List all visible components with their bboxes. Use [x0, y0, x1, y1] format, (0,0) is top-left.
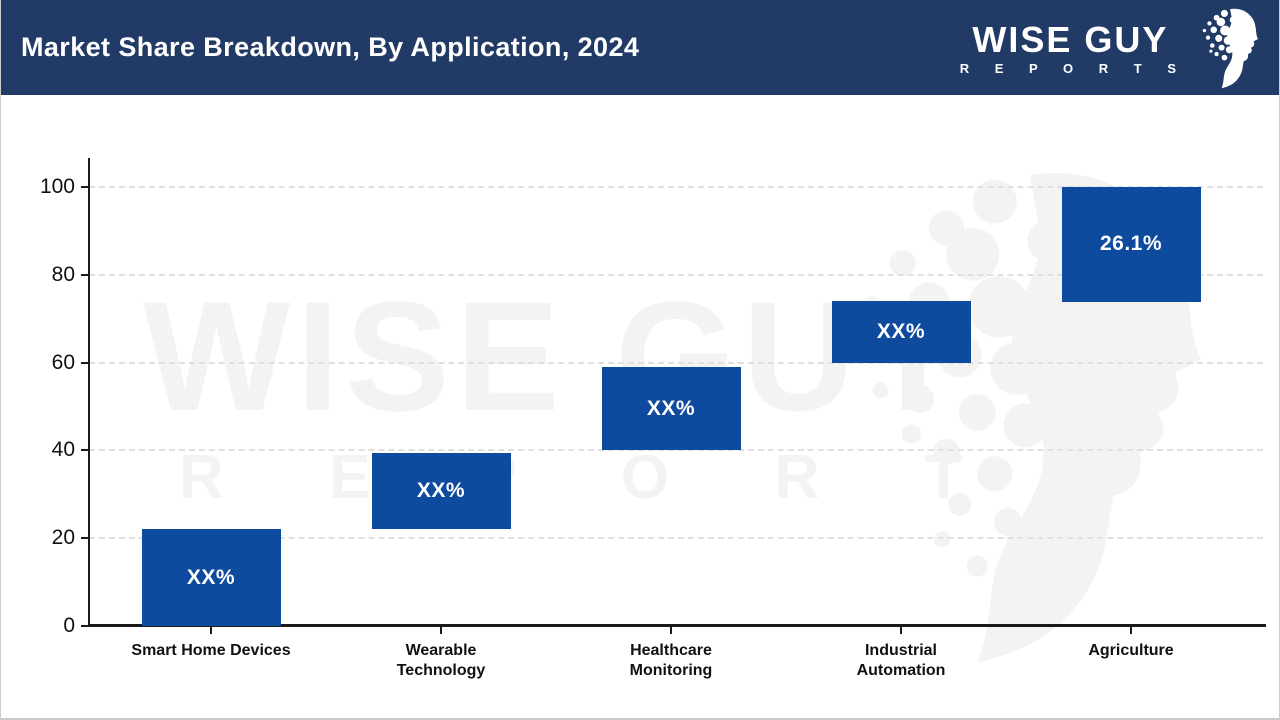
x-axis-label-industrial-automation: Industrial Automation [856, 642, 946, 679]
brand-name: WISE GUY [972, 18, 1169, 60]
x-axis-tick-smart-home-devices [210, 627, 212, 634]
x-axis-label-agriculture: Agriculture [1088, 642, 1174, 659]
bar-value-label-industrial-automation: XX% [876, 319, 926, 343]
y-axis-tick-40 [81, 449, 89, 452]
x-axis-line [88, 624, 1266, 627]
gridline-80 [89, 273, 1263, 276]
y-axis-label-80: 80 [51, 262, 75, 286]
y-axis-label-100: 100 [39, 175, 75, 198]
y-axis-label-40: 40 [51, 438, 75, 462]
y-axis-line [88, 158, 90, 626]
y-axis-label-0: 0 [63, 614, 75, 637]
header-bar: Market Share Breakdown, By Application, … [1, 0, 1279, 95]
x-axis-label-smart-home-devices: Smart Home Devices [131, 642, 291, 659]
page-title: Market Share Breakdown, By Application, … [21, 32, 640, 62]
y-axis-label-20: 20 [51, 526, 75, 550]
bar-value-label-healthcare-monitoring: XX% [646, 396, 696, 420]
brand-logo: WISE GUY R E P O R T S [954, 8, 1265, 89]
y-axis-tick-60 [81, 361, 89, 364]
x-axis-tick-industrial-automation [900, 627, 902, 634]
bar-value-label-agriculture: 26.1% [1099, 232, 1163, 256]
waterfall-chart: 0 20 40 60 80 100 XX% Smart Home Devices XX% Wear… [1, 95, 1279, 718]
bar-value-label-smart-home-devices: XX% [186, 565, 236, 589]
bar-smart-home-devices: XX% [141, 529, 281, 626]
gridline-60 [89, 361, 1263, 364]
brand-subname: R E P O R T S [959, 60, 1187, 76]
bar-industrial-automation: XX% [831, 301, 971, 363]
x-axis-tick-wearable-technology [440, 627, 442, 634]
gridline-40 [89, 449, 1263, 452]
watermark-text-wise-guy: WISE GUY [143, 270, 972, 444]
bar-wearable-technology: XX% [371, 452, 511, 530]
bar-agriculture: 26.1% [1061, 187, 1201, 302]
x-axis-tick-healthcare-monitoring [670, 627, 672, 634]
bar-value-label-wearable-technology: XX% [416, 479, 466, 502]
y-axis-tick-20 [81, 537, 89, 540]
brand-face-icon [1202, 8, 1258, 89]
x-axis-label-healthcare-monitoring: Healthcare Monitoring [629, 642, 713, 679]
x-axis-label-wearable-technology: Wearable Technology [396, 642, 486, 679]
y-axis-tick-80 [81, 273, 89, 276]
x-axis-tick-agriculture [1130, 627, 1132, 634]
brand-logo-text: WISE GUY R E P O R T S [954, 18, 1187, 76]
y-axis-tick-0 [81, 625, 89, 627]
bar-healthcare-monitoring: XX% [601, 366, 741, 451]
y-axis-label-60: 60 [51, 350, 75, 374]
gridline-100 [89, 186, 1263, 188]
y-axis-tick-100 [81, 186, 89, 188]
gridline-20 [89, 537, 1263, 540]
